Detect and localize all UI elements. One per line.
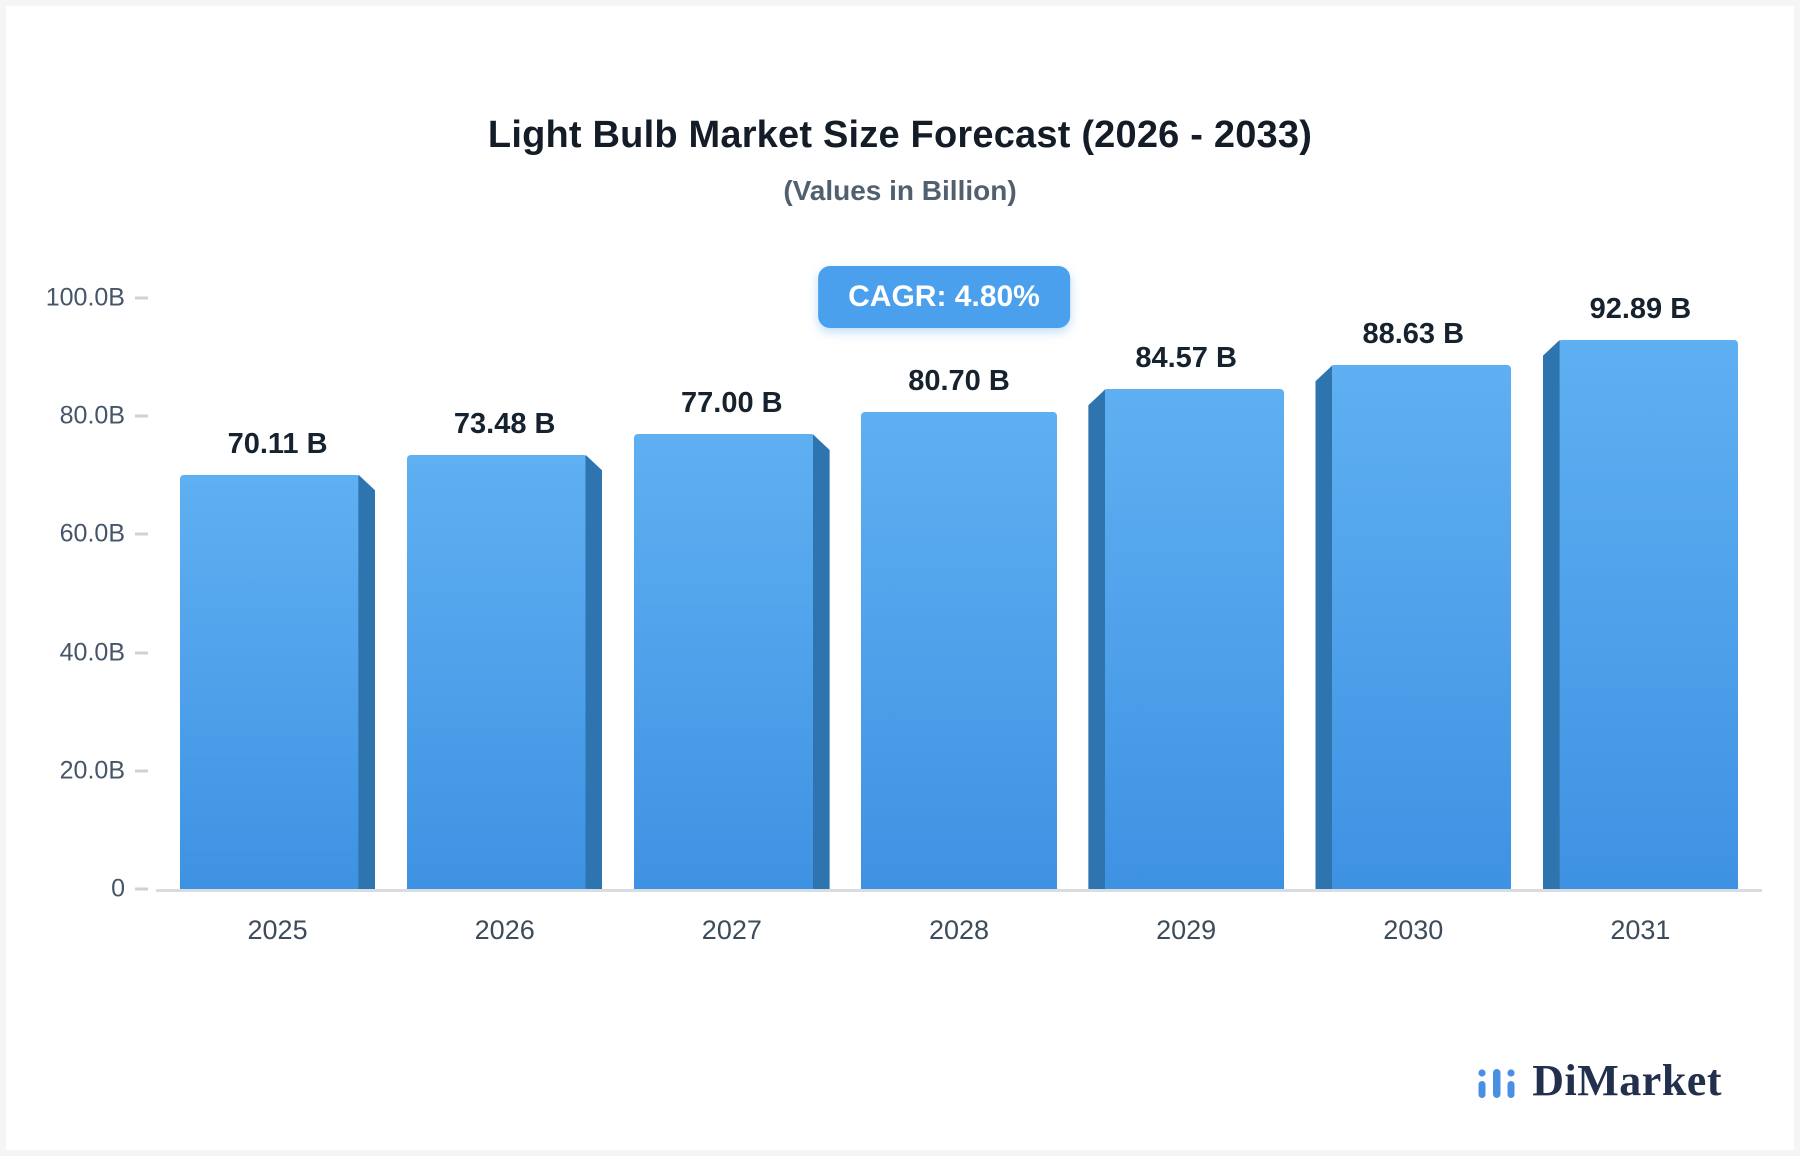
bar-value-label: 92.89 B	[1589, 293, 1692, 326]
y-tick-label: 20.0B	[59, 756, 125, 785]
bar-face	[179, 474, 361, 889]
x-tick-label: 2031	[1610, 915, 1671, 945]
cagr-badge: CAGR: 4.80%	[818, 266, 1070, 328]
y-tick: 80.0B	[60, 402, 148, 431]
bar-side-shadow	[1542, 340, 1560, 889]
x-tick-label: 2027	[701, 915, 762, 945]
y-tick-mark	[135, 651, 148, 655]
bar-face	[1557, 340, 1739, 889]
bar-value-label: 80.70 B	[908, 365, 1010, 398]
bar-face	[634, 433, 815, 889]
y-tick-label: 0	[111, 874, 125, 903]
brand-name: DiMarket	[1532, 1056, 1722, 1105]
bar-value-label: 77.00 B	[681, 386, 783, 419]
bar: 92.89 B	[1542, 293, 1739, 889]
y-tick-label: 60.0B	[59, 519, 125, 548]
y-tick: 100.0B	[46, 284, 148, 313]
y-tick-label: 100.0B	[45, 283, 125, 312]
bar-side-shadow	[358, 474, 376, 889]
y-tick: 0	[111, 875, 148, 904]
bar-side-shadow	[1088, 389, 1106, 889]
bar-face	[1103, 389, 1284, 889]
bar-side-shadow	[585, 454, 603, 889]
chart-title: Light Bulb Market Size Forecast (2026 - …	[487, 114, 1313, 156]
bar-value-label: 84.57 B	[1135, 342, 1237, 375]
y-tick-label: 80.0B	[59, 401, 125, 430]
y-tick-mark	[135, 887, 148, 891]
bar-value-label: 88.63 B	[1362, 318, 1465, 351]
y-tick-mark	[135, 532, 148, 536]
chart-subtitle: (Values in Billion)	[783, 175, 1017, 206]
y-tick-mark	[135, 414, 148, 418]
bar: 73.48 B	[406, 408, 603, 889]
bar: 77.00 B	[634, 387, 830, 889]
y-tick: 60.0B	[60, 520, 148, 549]
x-tick-label: 2028	[928, 915, 990, 945]
bar: 88.63 B	[1315, 318, 1512, 889]
x-tick-label: 2025	[247, 915, 308, 945]
y-tick: 20.0B	[60, 756, 148, 785]
x-tick-label: 2026	[474, 915, 535, 945]
bar-value-label: 70.11 B	[227, 427, 328, 460]
x-tick-label: 2030	[1383, 915, 1444, 945]
y-tick-mark	[135, 769, 148, 773]
bar-face	[861, 412, 1057, 889]
bar-face	[1330, 365, 1512, 889]
bar-side-shadow	[1315, 365, 1333, 889]
x-tick-label: 2029	[1156, 915, 1217, 945]
brand-logo: DiMarket	[1474, 1055, 1722, 1106]
y-tick-mark	[135, 296, 148, 300]
bar-value-label: 73.48 B	[453, 407, 556, 440]
y-tick-label: 40.0B	[59, 638, 125, 667]
bar: 80.70 B	[861, 365, 1057, 889]
x-axis: 2025 2026 2027 2028 2029 2030 2031	[156, 889, 1762, 946]
bar-face	[406, 454, 588, 889]
bar: 70.11 B	[179, 428, 376, 889]
y-tick: 40.0B	[60, 638, 148, 667]
bar-side-shadow	[812, 433, 830, 889]
bars-row: 70.11 B 73.48 B 77.00 B 80.70 B 84.57 B 88.63…	[156, 293, 1762, 889]
bar-chart-logo-icon	[1474, 1060, 1520, 1102]
bar: 84.57 B	[1088, 342, 1284, 889]
chart-plot: 0 20.0B 40.0B 60.0B 80.0B 100.0B 70.11 B 73.48…	[46, 284, 1762, 945]
